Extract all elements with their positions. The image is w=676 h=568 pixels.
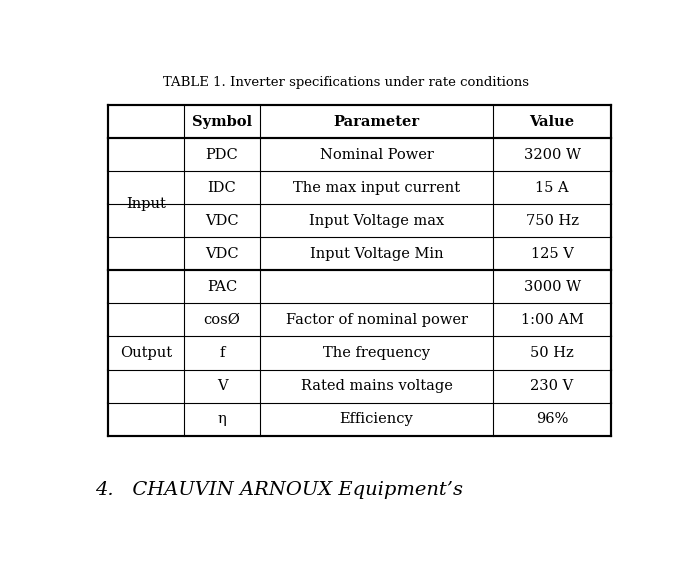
Text: f: f bbox=[219, 346, 224, 360]
Text: Input: Input bbox=[126, 198, 166, 211]
Text: IDC: IDC bbox=[208, 181, 237, 195]
Text: Input Voltage max: Input Voltage max bbox=[309, 214, 444, 228]
Text: Efficiency: Efficiency bbox=[340, 412, 414, 426]
Text: Output: Output bbox=[120, 346, 172, 360]
Text: 3000 W: 3000 W bbox=[523, 280, 581, 294]
Text: The frequency: The frequency bbox=[323, 346, 430, 360]
Text: 50 Hz: 50 Hz bbox=[530, 346, 574, 360]
Text: Parameter: Parameter bbox=[333, 115, 420, 129]
Text: PAC: PAC bbox=[207, 280, 237, 294]
Text: η: η bbox=[218, 412, 226, 426]
Text: Nominal Power: Nominal Power bbox=[320, 148, 433, 162]
Text: 750 Hz: 750 Hz bbox=[525, 214, 579, 228]
Text: Factor of nominal power: Factor of nominal power bbox=[285, 313, 468, 327]
Text: V: V bbox=[217, 379, 227, 393]
Text: Symbol: Symbol bbox=[192, 115, 252, 129]
Text: Input Voltage Min: Input Voltage Min bbox=[310, 247, 443, 261]
Text: PDC: PDC bbox=[206, 148, 239, 162]
Text: Value: Value bbox=[529, 115, 575, 129]
Text: 125 V: 125 V bbox=[531, 247, 573, 261]
Text: TABLE 1. Inverter specifications under rate conditions: TABLE 1. Inverter specifications under r… bbox=[164, 76, 529, 89]
Text: VDC: VDC bbox=[206, 247, 239, 261]
Text: 15 A: 15 A bbox=[535, 181, 569, 195]
Text: 1:00 AM: 1:00 AM bbox=[521, 313, 583, 327]
Text: 4.   CHAUVIN ARNOUX Equipment’s: 4. CHAUVIN ARNOUX Equipment’s bbox=[95, 481, 463, 499]
Text: 3200 W: 3200 W bbox=[524, 148, 581, 162]
Text: 230 V: 230 V bbox=[531, 379, 574, 393]
Text: cosØ: cosØ bbox=[203, 313, 241, 327]
Text: 96%: 96% bbox=[536, 412, 569, 426]
Text: VDC: VDC bbox=[206, 214, 239, 228]
Text: Rated mains voltage: Rated mains voltage bbox=[301, 379, 452, 393]
Text: The max input current: The max input current bbox=[293, 181, 460, 195]
